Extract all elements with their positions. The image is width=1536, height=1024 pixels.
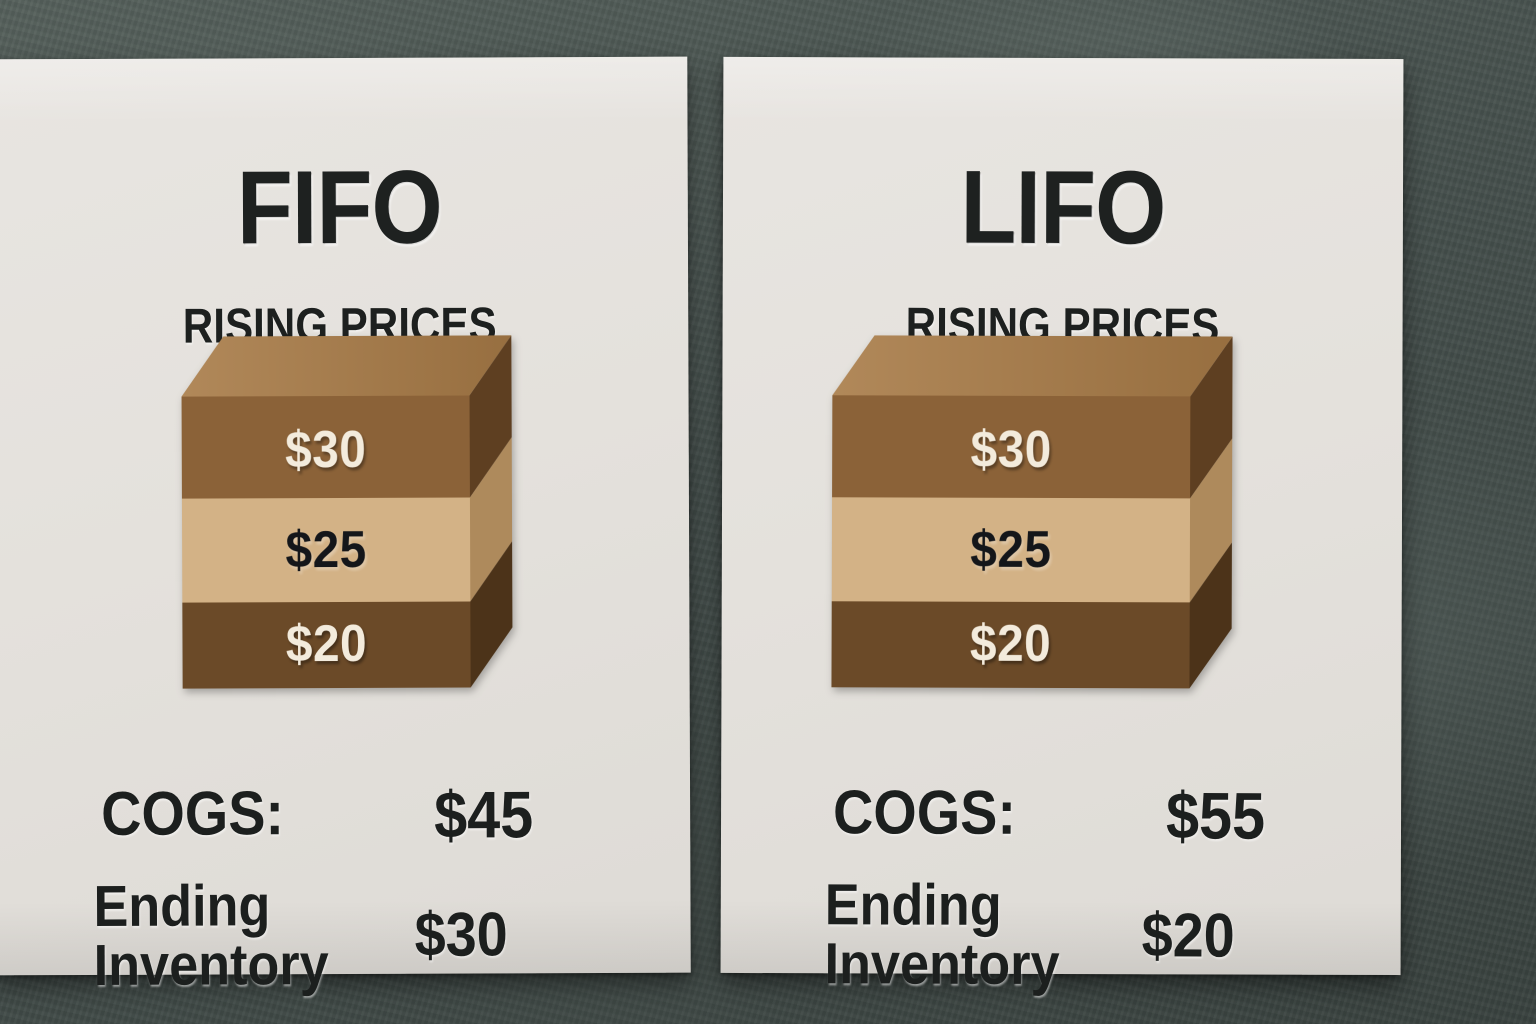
fifo-cogs-value: $45 — [434, 777, 534, 852]
lifo-ending-label-line1: Ending — [824, 872, 1002, 938]
lifo-results: COGS: $55 Ending Inventory $20 — [721, 757, 1401, 997]
block-layer-2-face — [181, 497, 471, 603]
block-layer-1-face — [181, 395, 470, 499]
block-layer-1-side — [469, 335, 512, 498]
fifo-ending-value: $30 — [414, 900, 508, 970]
lifo-row-cogs: COGS: $55 — [832, 778, 1513, 853]
fifo-cogs-label: COGS: — [101, 779, 285, 849]
fifo-ending-label-line2: Inventory — [93, 932, 329, 999]
block-layer-1-side — [1190, 336, 1233, 499]
block-top-shade — [832, 335, 1233, 397]
block-layer-2-side — [469, 437, 513, 602]
lifo-ending-label-line2: Inventory — [824, 931, 1060, 998]
lifo-block-svg — [831, 335, 1233, 689]
block-layer-3-face — [831, 601, 1190, 689]
card-fifo-title: FIFO — [236, 149, 442, 267]
block-layer-2-face — [831, 497, 1191, 603]
block-layer-2-side — [1189, 438, 1233, 603]
lifo-row-ending-inventory: Ending Inventory $20 — [824, 872, 1504, 998]
fifo-row-cogs: COGS: $45 — [101, 777, 798, 852]
card-fifo: FIFO RISING PRICES — [0, 56, 691, 998]
fifo-ending-label-line1: Ending — [93, 873, 271, 939]
fifo-inventory-block: $30 $25 $20 — [181, 335, 513, 689]
block-layer-1-face — [832, 395, 1191, 499]
fifo-block-svg — [181, 335, 513, 689]
fifo-results: COGS: $45 Ending Inventory $30 — [0, 757, 690, 998]
block-top-shade — [181, 335, 512, 397]
lifo-ending-value: $20 — [1141, 901, 1235, 971]
card-lifo-title: LIFO — [960, 149, 1166, 267]
lifo-ending-label: Ending Inventory — [824, 872, 1060, 998]
card-lifo: LIFO RISING PRICES — [720, 56, 1404, 997]
fifo-ending-label: Ending Inventory — [93, 873, 329, 999]
block-layer-3-face — [182, 601, 471, 689]
lifo-cogs-label: COGS: — [832, 778, 1017, 848]
lifo-cogs-value: $55 — [1166, 778, 1266, 853]
fifo-row-ending-inventory: Ending Inventory $30 — [93, 873, 790, 999]
lifo-inventory-block: $30 $25 $20 — [831, 335, 1233, 689]
block-layer-3-side — [1189, 542, 1232, 689]
block-layer-3-side — [470, 541, 513, 688]
